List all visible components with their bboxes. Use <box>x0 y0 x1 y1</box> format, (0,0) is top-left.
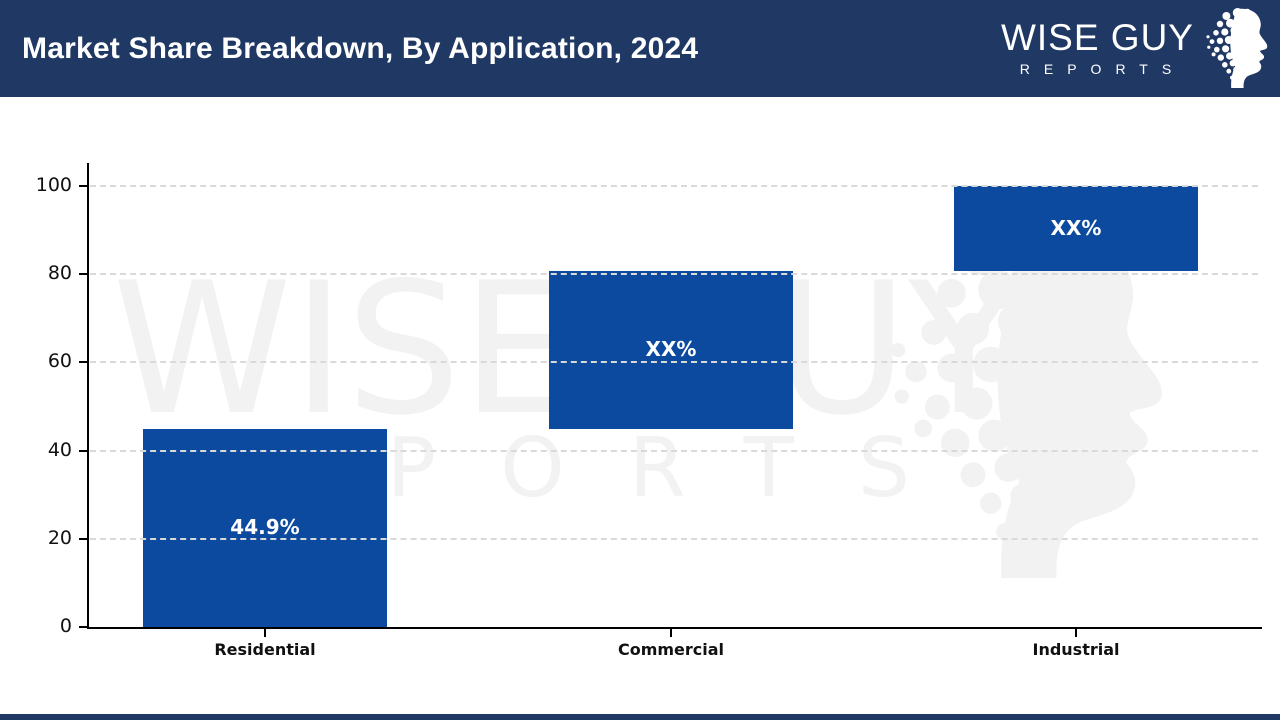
x-category-label-residential: Residential <box>214 640 316 659</box>
y-tick-label-80: 80 <box>47 262 72 285</box>
y-tick-label-0: 0 <box>59 615 72 637</box>
bar-value-label-commercial: XX% <box>645 337 697 362</box>
y-tick-40 <box>79 449 87 452</box>
page-title: Market Share Breakdown, By Application, … <box>22 31 699 65</box>
x-tick-commercial <box>670 629 672 637</box>
x-tick-industrial <box>1075 629 1077 637</box>
x-axis-line <box>87 627 1262 629</box>
x-category-label-industrial: Industrial <box>1032 640 1120 659</box>
gridline-100 <box>90 185 1258 187</box>
bar-value-label-residential: 44.9% <box>230 514 300 539</box>
header-bar: Market Share Breakdown, By Application, … <box>0 0 1280 97</box>
bar-residential <box>143 428 387 627</box>
bar-value-label-industrial: XX% <box>1050 215 1102 240</box>
y-tick-0 <box>79 626 87 628</box>
x-tick-residential <box>264 629 266 637</box>
gridline-40 <box>90 449 1258 452</box>
y-tick-100 <box>79 185 87 187</box>
logo-wordmark: WISE GUY <box>1000 17 1194 58</box>
gridline-20 <box>90 537 1258 540</box>
logo-text: WISE GUY REPORTS <box>1001 19 1194 77</box>
dotted-face-icon <box>1206 8 1268 88</box>
y-tick-label-20: 20 <box>47 526 72 549</box>
bar-commercial <box>549 271 793 429</box>
y-tick-label-40: 40 <box>47 438 72 461</box>
y-tick-20 <box>79 537 87 540</box>
x-category-label-commercial: Commercial <box>617 640 725 659</box>
y-tick-60 <box>79 361 87 364</box>
gridline-60 <box>90 361 1258 364</box>
footer-bar <box>0 714 1280 720</box>
gridline-80 <box>90 273 1258 276</box>
watermark-face-icon <box>891 222 1162 578</box>
wise-guy-logo: WISE GUY REPORTS <box>1001 8 1268 88</box>
y-tick-80 <box>79 273 87 276</box>
bar-industrial <box>954 186 1198 272</box>
y-tick-label-100: 100 <box>35 174 72 196</box>
logo-subtitle: REPORTS <box>1019 61 1186 77</box>
y-axis-line <box>87 163 89 629</box>
y-tick-label-60: 60 <box>47 350 72 373</box>
